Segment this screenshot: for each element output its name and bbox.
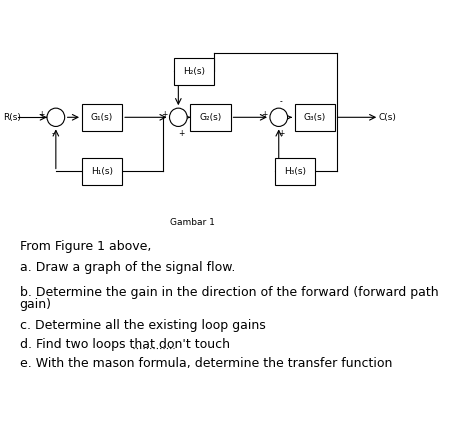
Text: R(s): R(s) xyxy=(3,113,21,122)
Text: H₃(s): H₃(s) xyxy=(284,167,306,176)
Text: b. Determine the gain in the direction of the forward (forward path: b. Determine the gain in the direction o… xyxy=(20,286,438,299)
Text: gain): gain) xyxy=(20,298,52,311)
Circle shape xyxy=(170,108,187,127)
Text: C(s): C(s) xyxy=(378,113,396,122)
Text: G₃(s): G₃(s) xyxy=(304,113,326,122)
Circle shape xyxy=(47,108,64,127)
Text: +: + xyxy=(278,129,284,138)
Text: +: + xyxy=(38,110,45,119)
Text: +: + xyxy=(178,129,184,138)
FancyBboxPatch shape xyxy=(174,58,214,85)
Text: G₁(s): G₁(s) xyxy=(91,113,113,122)
Text: c. Determine all the existing loop gains: c. Determine all the existing loop gains xyxy=(20,319,265,332)
Text: From Figure 1 above,: From Figure 1 above, xyxy=(20,240,151,253)
FancyBboxPatch shape xyxy=(275,158,315,185)
Circle shape xyxy=(270,108,288,127)
Text: H₁(s): H₁(s) xyxy=(91,167,113,176)
Text: -: - xyxy=(280,97,283,106)
FancyBboxPatch shape xyxy=(191,104,230,131)
FancyBboxPatch shape xyxy=(82,158,122,185)
Text: Gambar 1: Gambar 1 xyxy=(170,218,215,227)
Text: -: - xyxy=(52,129,55,138)
Text: +: + xyxy=(262,110,268,119)
Text: G₂(s): G₂(s) xyxy=(200,113,221,122)
Text: H₂(s): H₂(s) xyxy=(183,67,205,76)
Text: +: + xyxy=(161,110,167,119)
Text: d. Find two loops that don't touch: d. Find two loops that don't touch xyxy=(20,338,230,351)
Text: a. Draw a graph of the signal flow.: a. Draw a graph of the signal flow. xyxy=(20,261,235,274)
FancyBboxPatch shape xyxy=(82,104,122,131)
FancyBboxPatch shape xyxy=(295,104,335,131)
Text: e. With the mason formula, determine the transfer function: e. With the mason formula, determine the… xyxy=(20,357,392,370)
